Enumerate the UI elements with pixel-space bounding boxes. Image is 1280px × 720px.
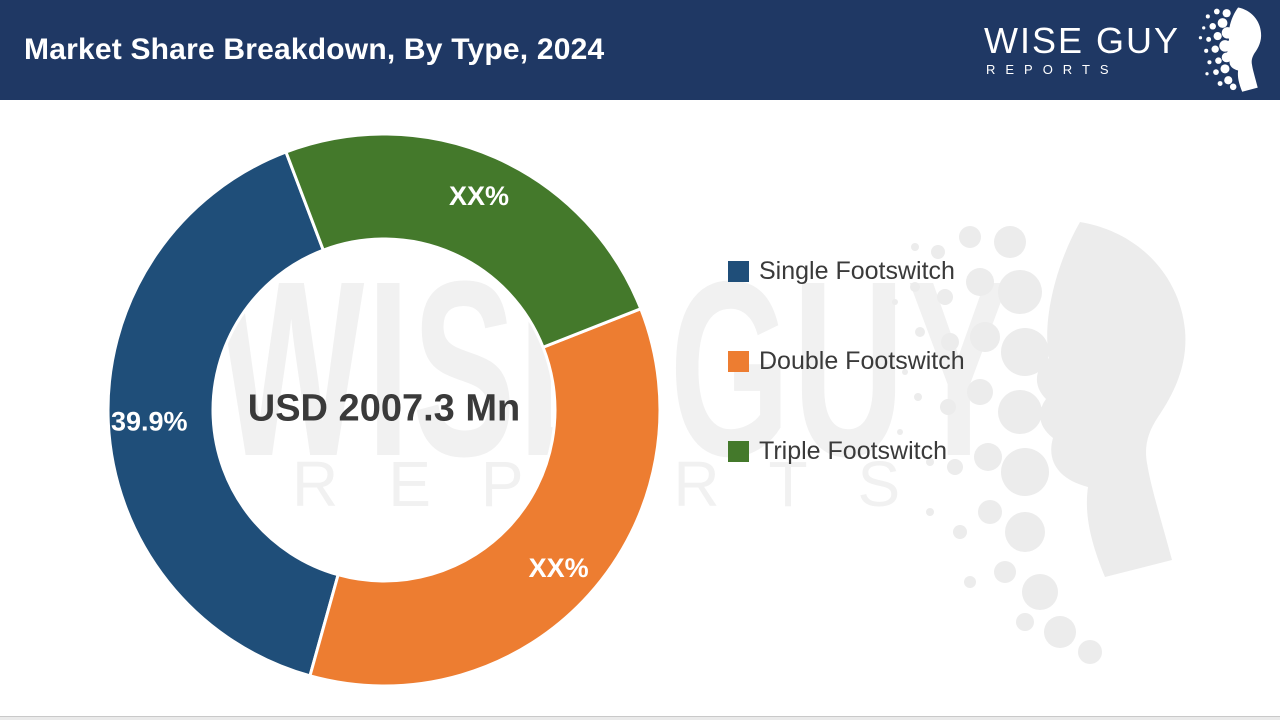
chart-legend: Single Footswitch Double Footswitch Triple… — [728, 257, 965, 530]
legend-label: Single Footswitch — [759, 256, 955, 285]
legend-item-triple-footswitch: Triple Footswitch — [728, 437, 965, 465]
page-title: Market Share Breakdown, By Type, 2024 — [24, 33, 605, 66]
logo-wordmark: WISE GUY REPORTS — [983, 20, 1180, 78]
watermark-face — [892, 222, 1186, 664]
legend-label: Double Footswitch — [759, 346, 965, 375]
brand-logo: WISE GUY REPORTS — [984, 5, 1266, 95]
legend-item-single-footswitch: Single Footswitch — [728, 257, 965, 285]
legend-swatch — [728, 260, 749, 282]
logo-line2: REPORTS — [985, 62, 1119, 77]
donut-segment-double-footswitch — [308, 307, 662, 688]
header-bar: Market Share Breakdown, By Type, 2024 WI… — [0, 0, 1280, 100]
segment-value-label: 39.9% — [111, 406, 188, 436]
legend-swatch — [728, 350, 749, 372]
donut-segment-triple-footswitch — [284, 132, 643, 349]
segment-value-label: XX% — [449, 181, 509, 211]
bottom-border — [0, 716, 1280, 720]
logo-face-icon — [1198, 7, 1262, 92]
segment-value-label: XX% — [529, 553, 589, 583]
legend-swatch — [728, 440, 749, 462]
donut-segment-single-footswitch — [106, 150, 340, 678]
donut-center-value: USD 2007.3 Mn — [247, 387, 521, 430]
legend-item-double-footswitch: Double Footswitch — [728, 347, 965, 375]
legend-label: Triple Footswitch — [759, 436, 948, 465]
logo-line1: WISE GUY — [983, 20, 1180, 61]
